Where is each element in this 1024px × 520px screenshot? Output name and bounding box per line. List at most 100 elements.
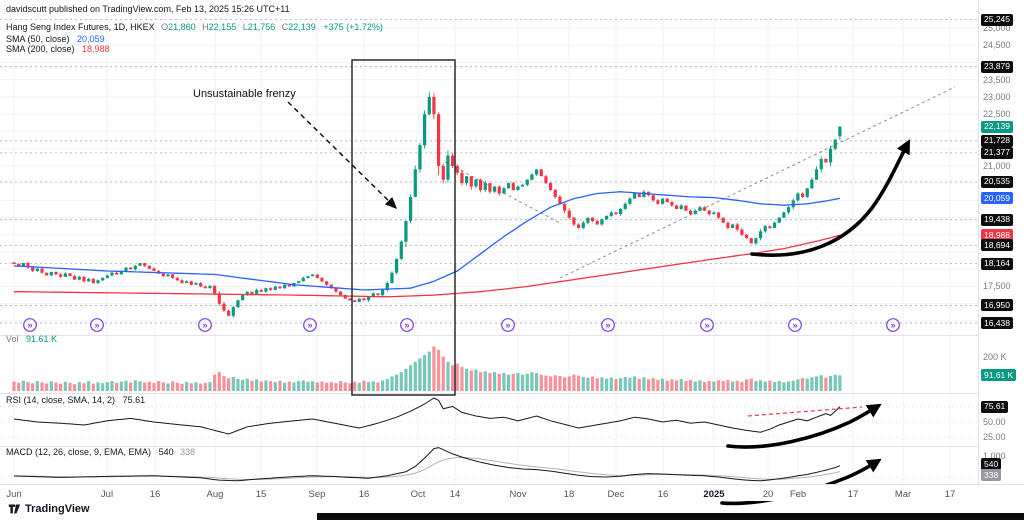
price-badge-level: 25,245	[981, 13, 1013, 26]
marker-icon[interactable]: »	[400, 318, 414, 332]
marker-icon[interactable]: »	[501, 318, 515, 332]
volume-legend[interactable]: Vol 91.61 K	[6, 334, 57, 344]
price-badge-level: 21,728	[981, 134, 1013, 147]
annotation-text[interactable]: Unsustainable frenzy	[193, 88, 296, 100]
frenzy-box-drawing[interactable]	[351, 59, 456, 396]
symbol-title[interactable]: Hang Seng Index Futures, 1D, HKEX	[6, 22, 155, 32]
ohlc-high-label: H	[202, 22, 209, 32]
time-tick: Jul	[100, 489, 114, 500]
sma50-value: 20,059	[77, 34, 105, 44]
svg-text:»: »	[307, 320, 312, 330]
price-tick: 24,500	[983, 40, 1011, 51]
publish-info: davidscutt published on TradingView.com,…	[6, 4, 290, 14]
time-tick: Aug	[206, 489, 224, 500]
ohlc-low-value: 21,756	[247, 22, 276, 32]
price-badge-level: 18,164	[981, 257, 1013, 270]
marker-icon[interactable]: »	[700, 318, 714, 332]
time-tick: Jun	[6, 489, 22, 500]
price-badge-level: 19,438	[981, 213, 1013, 226]
time-tick: 16	[358, 489, 370, 500]
price-tick: 21,000	[983, 160, 1011, 171]
tradingview-logo-text: TradingView	[25, 502, 90, 515]
time-tick: 17	[847, 489, 859, 500]
frenzy-arrow-drawing[interactable]	[287, 101, 398, 210]
time-tick: 17	[944, 489, 956, 500]
marker-icon[interactable]: »	[303, 318, 317, 332]
time-tick: Nov	[509, 489, 527, 500]
marker-icon[interactable]: »	[886, 318, 900, 332]
time-tick: 2025	[703, 489, 725, 500]
ohlc-high-value: 22,155	[208, 22, 237, 32]
svg-text:»: »	[704, 320, 709, 330]
price-tick: 23,500	[983, 74, 1011, 85]
time-tick: 15	[255, 489, 267, 500]
swoosh-arrow-drawing-1[interactable]	[750, 139, 911, 257]
price-badge-sma50: 20,059	[981, 192, 1013, 205]
price-badge-level: 18,694	[981, 239, 1013, 252]
time-tick: 20	[762, 489, 774, 500]
price-tick: 17,500	[983, 281, 1011, 292]
svg-text:»: »	[94, 320, 99, 330]
price-badge-level: 23,879	[981, 60, 1013, 73]
sma200-label: SMA (200, close)	[6, 44, 75, 54]
bottom-bar	[317, 513, 1024, 520]
symbol-legend[interactable]: Hang Seng Index Futures, 1D, HKEX O21,86…	[6, 22, 383, 32]
time-axis[interactable]: Jun Jul 16 Aug 15 Sep 16 Oct 14 Nov 18 Dec 16 2025 20 F…	[0, 484, 1024, 501]
time-tick: Dec	[607, 489, 625, 500]
time-tick: 18	[563, 489, 575, 500]
macd-badge-1: 540	[981, 458, 1002, 470]
tradingview-logo-icon	[8, 504, 21, 514]
svg-text:»: »	[202, 320, 207, 330]
swoosh-arrow-drawing-2[interactable]	[726, 403, 882, 449]
svg-text:»: »	[605, 320, 610, 330]
sma50-label: SMA (50, close)	[6, 34, 70, 44]
rsi-divergence-line[interactable]	[747, 406, 863, 417]
volume-tick: 200 K	[983, 351, 1007, 362]
volume-badge: 91.61 K	[981, 369, 1017, 382]
price-badge-level: 16,950	[981, 299, 1013, 312]
change-value: +375 (+1.72%)	[323, 22, 383, 32]
macd-badge-2: 338	[981, 469, 1002, 481]
price-axis[interactable]: 25,000 24,500 23,500 23,000 22,500 21,000 17,5…	[978, 0, 1024, 500]
svg-text:»: »	[505, 320, 510, 330]
sma200-line[interactable]	[14, 234, 841, 298]
price-tick: 22,500	[983, 109, 1011, 120]
time-tick: Feb	[789, 489, 807, 500]
swoosh-arrow-drawing-3[interactable]	[720, 458, 882, 506]
marker-icon[interactable]: »	[788, 318, 802, 332]
trendline-drawing[interactable]	[559, 86, 956, 279]
macd-line[interactable]	[13, 447, 841, 482]
price-tick: 23,000	[983, 91, 1011, 102]
sma50-legend[interactable]: SMA (50, close) 20,059	[6, 34, 105, 44]
rsi-line[interactable]	[13, 397, 841, 435]
rsi-value: 75.61	[122, 395, 146, 405]
svg-text:»: »	[890, 320, 895, 330]
time-tick: 14	[449, 489, 461, 500]
sma200-value: 18,988	[82, 44, 110, 54]
marker-icon[interactable]: »	[198, 318, 212, 332]
tradingview-logo[interactable]: TradingView	[8, 502, 90, 515]
macd-value-1: 540	[158, 447, 174, 457]
marker-icon[interactable]: »	[601, 318, 615, 332]
sma200-legend[interactable]: SMA (200, close) 18,988	[6, 44, 110, 54]
marker-icon[interactable]: »	[90, 318, 104, 332]
time-tick: Oct	[410, 489, 426, 500]
time-tick: Sep	[308, 489, 326, 500]
macd-tick: 1,000	[983, 451, 1006, 461]
marker-icon[interactable]: »	[23, 318, 37, 332]
volume-label: Vol	[6, 334, 19, 344]
svg-text:»: »	[792, 320, 797, 330]
time-tick: Mar	[894, 489, 912, 500]
macd-legend[interactable]: MACD (12, 26, close, 9, EMA, EMA) 540 33…	[6, 447, 195, 457]
price-badge-level: 16,438	[981, 317, 1013, 330]
time-tick: 16	[657, 489, 669, 500]
sma50-line[interactable]	[13, 191, 841, 291]
rsi-label: RSI (14, close, SMA, 14, 2)	[6, 395, 116, 405]
ohlc-close-value: 22,139	[288, 22, 316, 32]
rsi-legend[interactable]: RSI (14, close, SMA, 14, 2) 75.61	[6, 395, 145, 405]
price-tick: 25,000	[983, 23, 1011, 34]
macd-value-2: 338	[180, 447, 196, 457]
rsi-badge: 75.61	[981, 400, 1009, 413]
